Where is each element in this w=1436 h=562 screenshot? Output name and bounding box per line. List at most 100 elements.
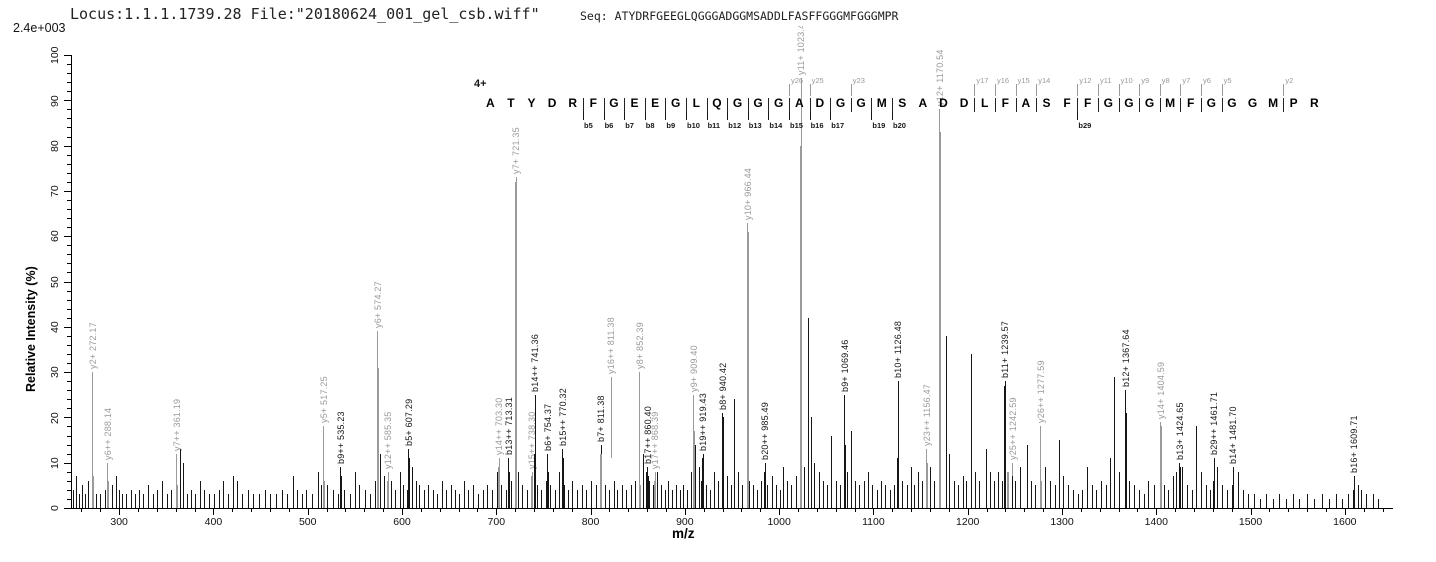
seq-residue: S [898, 96, 907, 110]
y-axis-tick [67, 290, 71, 292]
peak-line [558, 471, 560, 508]
x-axis-tick [571, 509, 573, 512]
peak-line [157, 489, 159, 508]
x-axis-tick [270, 509, 271, 512]
peak-line [383, 476, 385, 508]
x-axis-tick [477, 509, 479, 512]
y-axis-tick-label: 50 [49, 276, 61, 288]
peak-label: b14++ 741.36 [530, 333, 541, 392]
y-axis-tick-label: 70 [49, 185, 61, 198]
peak-line [767, 485, 769, 508]
peak-line [179, 449, 181, 508]
peak-line [126, 494, 128, 508]
peak-line [1077, 494, 1079, 508]
y-ion-flag-label: y11 [1100, 76, 1112, 85]
y-axis-tick [67, 82, 71, 84]
peak-line-annotated [515, 181, 518, 508]
peak-line [1259, 498, 1261, 508]
peak-line [477, 494, 479, 508]
peak-line [698, 467, 700, 508]
peak-line [76, 476, 78, 508]
peak-line [690, 471, 692, 508]
seq-residue: F [589, 96, 597, 110]
y-axis-tick [67, 335, 71, 337]
b-ion-flag-label: b6 [604, 121, 614, 130]
peak-line [718, 480, 720, 508]
peak-line [1378, 498, 1380, 508]
peak-label-leader [1012, 462, 1014, 476]
peak-line [321, 485, 323, 508]
seq-residue: F [1001, 96, 1009, 110]
peak-label-leader [92, 372, 94, 477]
seq-residue: G [753, 96, 763, 110]
peak-line [753, 485, 755, 508]
b-ion-flag-label: b15 [790, 121, 803, 130]
peak-line [317, 471, 319, 508]
peak-line [1182, 467, 1184, 508]
peak-line [415, 480, 417, 508]
y-axis-tick [67, 353, 71, 355]
peak-line [734, 399, 736, 508]
peak-line [1031, 480, 1033, 508]
peak-line [630, 485, 632, 508]
peak-line-annotated [387, 480, 390, 508]
x-axis-tick [194, 509, 196, 512]
peak-line [545, 480, 547, 508]
peak-line [1119, 471, 1120, 508]
peak-line [482, 489, 484, 508]
x-axis-tick-label: 600 [393, 516, 411, 528]
peak-line [166, 494, 168, 508]
fragment-tick [747, 98, 749, 112]
fragment-tick [603, 98, 605, 112]
peak-line [957, 485, 959, 508]
peak-line [115, 476, 117, 508]
peak-label: b29++ 1461.71 [1209, 391, 1220, 456]
y-axis-tick [67, 489, 71, 491]
peak-line [1172, 476, 1174, 508]
peak-line [855, 480, 856, 508]
fragment-tick [706, 98, 708, 112]
peak-line-annotated [1039, 480, 1042, 508]
x-axis-tick [156, 509, 158, 512]
peak-line [675, 485, 677, 508]
y-axis-tick [67, 317, 71, 319]
b-ion-flag-label: b12 [728, 121, 742, 130]
seq-residue: F [1063, 96, 1071, 110]
peak-label: b9+ 1069.46 [839, 339, 850, 392]
x-axis-tick [175, 509, 177, 512]
y-axis-tick [67, 64, 71, 66]
y-axis-tick [67, 127, 71, 129]
peak-line [370, 494, 372, 508]
peak-label: b19++ 919.43 [698, 392, 709, 451]
peak-label-leader [1232, 467, 1234, 486]
fragment-tick [1283, 98, 1285, 112]
y-axis-tick [67, 245, 71, 247]
peak-label-leader [1004, 381, 1006, 386]
peak-line [79, 494, 81, 508]
peak-label: b9++ 535.23 [335, 411, 346, 465]
peak-line [921, 480, 923, 508]
peak-line [99, 494, 101, 508]
y-axis-tick [64, 372, 71, 374]
fragment-tick [1139, 98, 1141, 112]
peak-line-annotated [376, 367, 379, 508]
x-axis-tick [119, 509, 121, 515]
peak-label: y11+ 1023.45 [796, 26, 807, 75]
peak-label-leader [647, 467, 649, 477]
x-axis-tick [1005, 509, 1007, 512]
y-ion-flag-label: y6 [1203, 76, 1211, 85]
peak-line-annotated [925, 462, 928, 508]
peak-line [122, 494, 124, 508]
x-axis-tick [138, 509, 139, 512]
x-axis-tick [1231, 509, 1233, 512]
seq-residue: G [671, 96, 681, 110]
peak-line [247, 489, 249, 508]
seq-residue: G [1227, 96, 1237, 110]
y-axis-tick [67, 498, 71, 500]
x-axis-tick [798, 509, 799, 512]
peak-label: b6+ 754.37 [542, 403, 553, 451]
peak-line [1002, 480, 1004, 508]
peak-line [775, 485, 777, 508]
peak-line [989, 471, 991, 508]
x-axis-tick [81, 509, 83, 512]
